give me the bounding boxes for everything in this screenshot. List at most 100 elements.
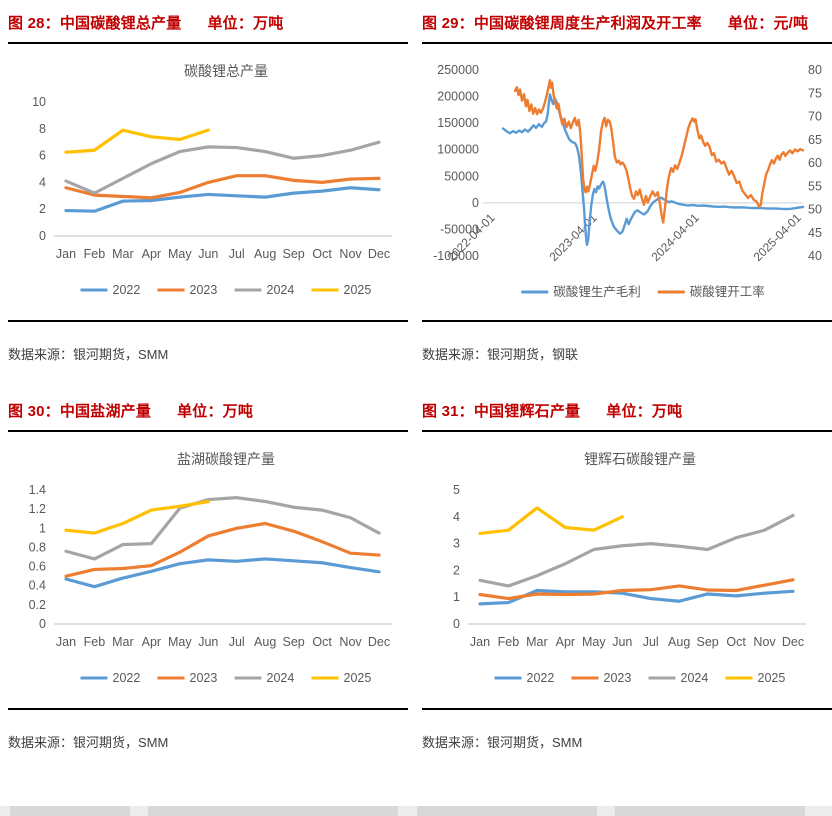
axis-tick-label: Aug: [668, 635, 690, 649]
series-line-碳酸锂开工率: [513, 79, 805, 224]
axis-tick-label: Dec: [782, 635, 804, 649]
figure-panel-30: 图 30：中国盐湖产量 单位：万吨 盐湖碳酸锂产量 0 0.2 0.4 0.6 0.8 1 1.…: [8, 388, 408, 776]
axis-tick-label: 1.2: [29, 502, 46, 516]
divider: [8, 42, 408, 44]
axis-tick-label: Feb: [84, 635, 106, 649]
axis-tick-label: Aug: [254, 247, 276, 261]
axis-tick-label: 1.4: [29, 483, 46, 497]
axis-tick-label: Apr: [142, 635, 161, 649]
axis-tick-label: Jul: [643, 635, 659, 649]
figure-unit: 单位：万吨: [207, 15, 284, 32]
x-axis-date-label: 2024-04-01: [649, 211, 703, 265]
axis-tick-label: Dec: [368, 635, 390, 649]
series-line-2022: [64, 186, 381, 213]
axis-tick-label: 2: [39, 202, 46, 216]
axis-tick-label: 4: [39, 175, 46, 189]
series-line-2025: [64, 128, 210, 154]
chart-weekly-profit-and-operating-rate: 250000 200000 150000 100000 50000 0 -50000 -100…: [433, 63, 822, 299]
data-source: 数据来源：银河期货，SMM: [422, 735, 583, 750]
axis-tick-label: May: [582, 635, 606, 649]
axis-tick-label: 0.2: [29, 598, 46, 612]
series-line-2024: [64, 496, 381, 561]
axis-tick-label: Oct: [312, 247, 332, 261]
x-axis-date-label: 2025-04-01: [751, 211, 805, 265]
divider: [422, 708, 832, 710]
axis-tick-label: 150000: [437, 116, 479, 130]
figure-title: 图 30：中国盐湖产量 单位：万吨: [8, 400, 408, 430]
axis-tick-label: Sep: [697, 635, 719, 649]
figure-panel-29: 图 29：中国碳酸锂周度生产利润及开工率 单位：元/吨 250000 200000 1…: [422, 0, 832, 388]
legend-label-2022: 2022: [113, 671, 141, 685]
axis-tick-label: 6: [39, 149, 46, 163]
legend-label-2024: 2024: [681, 671, 709, 685]
axis-tick-label: 200000: [437, 90, 479, 104]
legend-label-2025: 2025: [344, 671, 372, 685]
legend-label-2023: 2023: [604, 671, 632, 685]
axis-tick-label: Nov: [753, 635, 776, 649]
axis-tick-label: Mar: [526, 635, 548, 649]
axis-tick-label: Feb: [84, 247, 106, 261]
axis-tick-label: 60: [808, 156, 822, 170]
legend-label-2025: 2025: [344, 283, 372, 297]
cropped-block: [416, 806, 597, 816]
data-source: 数据来源：银河期货，SMM: [8, 735, 169, 750]
series-line-2025: [478, 506, 624, 536]
axis-tick-label: Oct: [726, 635, 746, 649]
axis-tick-label: Nov: [339, 635, 362, 649]
series-line-2024: [478, 513, 795, 588]
axis-tick-label: Jan: [470, 635, 490, 649]
axis-tick-label: 2025-04-01: [751, 211, 805, 265]
axis-tick-label: May: [168, 247, 192, 261]
axis-tick-label: 10: [32, 95, 46, 109]
axis-tick-label: 2023-04-01: [546, 211, 600, 265]
axis-tick-label: Jun: [198, 635, 218, 649]
series-line-2023: [64, 521, 381, 578]
series-line-2023: [64, 174, 381, 200]
cropped-next-row-artifact: [0, 806, 832, 816]
axis-tick-label: Apr: [556, 635, 575, 649]
axis-tick-label: Jul: [229, 635, 245, 649]
figure-title: 图 28：中国碳酸锂总产量 单位：万吨: [8, 12, 408, 42]
series-line-碳酸锂生产毛利: [501, 93, 805, 247]
divider: [422, 42, 832, 44]
chart-title: 锂辉石碳酸锂产量: [584, 451, 696, 467]
figure-unit: 单位：万吨: [177, 403, 254, 420]
figure-unit: 单位：元/吨: [727, 15, 809, 32]
axis-tick-label: 100000: [437, 143, 479, 157]
figure-caption: 图 30：中国盐湖产量: [8, 403, 152, 420]
axis-tick-label: 2024-04-01: [649, 211, 703, 265]
figure-unit: 单位：万吨: [606, 403, 683, 420]
chart-salt-lake-output: 盐湖碳酸锂产量 0 0.2 0.4 0.6 0.8 1 1.2 1.4 Jan Feb Mar Apr M…: [29, 451, 392, 685]
axis-tick-label: 1: [39, 521, 46, 535]
figure-title: 图 29：中国碳酸锂周度生产利润及开工率 单位：元/吨: [422, 12, 832, 42]
axis-tick-label: 55: [808, 179, 822, 193]
axis-tick-label: 250000: [437, 63, 479, 77]
legend-label-2022: 2022: [113, 283, 141, 297]
axis-tick-label: 65: [808, 133, 822, 147]
axis-tick-label: 0: [39, 229, 46, 243]
axis-tick-label: 5: [453, 483, 460, 497]
axis-tick-label: Sep: [283, 247, 305, 261]
legend-label-2023: 2023: [190, 283, 218, 297]
figure-caption: 图 28：中国碳酸锂总产量: [8, 15, 182, 32]
axis-tick-label: 0: [39, 617, 46, 631]
axis-tick-label: -100000: [433, 249, 479, 263]
divider: [8, 320, 408, 322]
legend-label-碳酸锂开工率: 碳酸锂开工率: [690, 284, 765, 299]
axis-tick-label: 0: [472, 196, 479, 210]
axis-tick-label: Jun: [612, 635, 632, 649]
axis-tick-label: Oct: [312, 635, 332, 649]
series-line-2025: [64, 499, 210, 535]
axis-tick-label: Jul: [229, 247, 245, 261]
axis-tick-label: Jan: [56, 635, 76, 649]
figure-caption: 图 31：中国锂辉石产量: [422, 403, 581, 420]
cropped-block: [615, 806, 806, 816]
divider: [8, 430, 408, 432]
axis-tick-label: Nov: [339, 247, 362, 261]
figure-panel-31: 图 31：中国锂辉石产量 单位：万吨 锂辉石碳酸锂产量 0 1 2 3 4 5 Jan Feb Ma…: [422, 388, 832, 776]
axis-tick-label: 0.6: [29, 560, 46, 574]
axis-tick-label: 4: [453, 510, 460, 524]
axis-tick-label: 75: [808, 86, 822, 100]
legend-label-2022: 2022: [527, 671, 555, 685]
